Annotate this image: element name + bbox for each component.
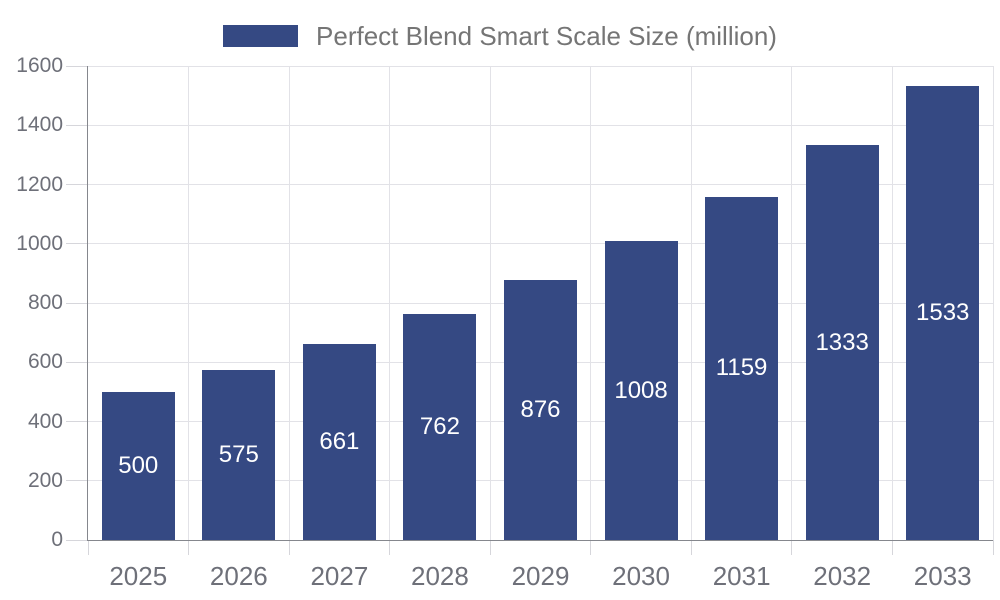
x-axis-tick <box>590 540 592 555</box>
x-axis-tick <box>690 540 692 555</box>
x-tick-label: 2032 <box>813 561 872 591</box>
y-axis-tick <box>66 302 88 304</box>
x-axis-tick <box>489 540 491 555</box>
y-gridline <box>88 243 993 245</box>
x-axis-tick <box>288 540 290 555</box>
x-tick-label: 2029 <box>511 561 570 591</box>
x-tick-label: 2028 <box>411 561 469 591</box>
x-gridline <box>389 66 391 540</box>
y-axis-line <box>86 66 88 540</box>
x-axis-tick <box>992 540 994 555</box>
y-tick-label: 200 <box>27 468 63 492</box>
bar[interactable] <box>101 391 175 540</box>
bar[interactable] <box>705 196 779 540</box>
y-tick-label: 1400 <box>16 113 63 137</box>
x-tick-label: 2026 <box>209 561 268 591</box>
x-axis-line <box>86 539 993 541</box>
x-gridline <box>590 66 592 540</box>
y-axis-tick <box>66 243 88 245</box>
bar[interactable] <box>403 314 477 540</box>
legend-swatch[interactable] <box>223 25 299 47</box>
legend-label[interactable]: Perfect Blend Smart Scale Size (million) <box>316 20 777 51</box>
x-gridline <box>791 66 793 540</box>
y-axis-tick <box>66 480 88 482</box>
x-gridline <box>992 66 994 540</box>
legend[interactable]: Perfect Blend Smart Scale Size (million) <box>0 20 1000 52</box>
x-tick-label: 2031 <box>712 561 771 591</box>
bar[interactable] <box>805 145 879 540</box>
x-gridline <box>489 66 491 540</box>
x-tick-label: 2027 <box>310 561 369 591</box>
bar[interactable] <box>202 369 276 540</box>
x-tick-label: 2030 <box>612 561 670 591</box>
y-tick-label: 0 <box>51 528 63 551</box>
y-axis-tick <box>66 184 88 185</box>
y-tick-label: 800 <box>27 291 63 314</box>
x-gridline <box>188 66 190 540</box>
x-axis-tick <box>389 540 391 555</box>
bar[interactable] <box>302 344 376 540</box>
y-axis-tick <box>66 124 88 126</box>
y-axis-tick <box>66 421 88 422</box>
y-gridline <box>88 124 993 126</box>
x-gridline <box>891 66 893 540</box>
x-axis-tick <box>891 540 893 555</box>
x-gridline <box>690 66 692 540</box>
y-gridline <box>88 65 993 67</box>
y-tick-label: 1000 <box>16 231 63 255</box>
x-gridline <box>288 66 290 540</box>
x-tick-label: 2033 <box>913 561 972 591</box>
y-tick-label: 1200 <box>16 172 63 196</box>
y-tick-label: 1600 <box>16 54 63 77</box>
bar[interactable] <box>504 280 577 540</box>
x-axis-tick <box>188 540 190 555</box>
y-axis-tick <box>66 65 88 67</box>
y-tick-label: 400 <box>27 409 63 433</box>
y-axis-tick <box>66 361 88 363</box>
y-axis-tick <box>66 539 88 541</box>
y-tick-label: 600 <box>27 350 63 374</box>
y-gridline <box>88 184 993 185</box>
x-axis-tick <box>791 540 793 555</box>
bar[interactable] <box>906 85 980 540</box>
x-tick-label: 2025 <box>109 561 168 591</box>
bar[interactable] <box>604 241 678 540</box>
x-axis-tick <box>87 540 89 555</box>
